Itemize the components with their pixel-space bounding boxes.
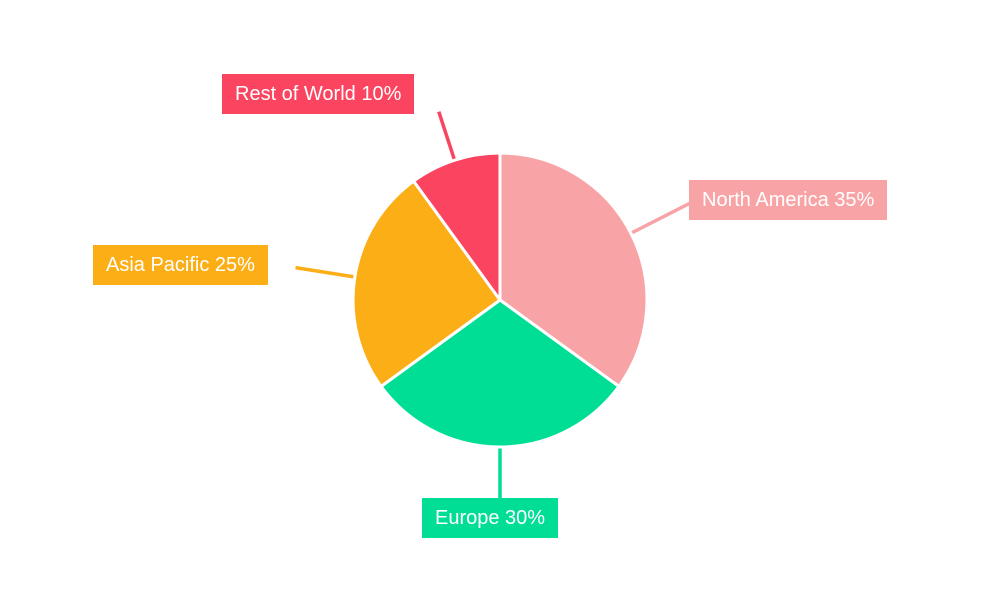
pie-slice-rest-of-world[interactable] <box>412 151 502 302</box>
pie-slice-asia-pacific[interactable] <box>351 179 502 388</box>
pie-slice-north-america[interactable] <box>498 151 649 388</box>
leader-line-asia-pacific <box>295 265 360 280</box>
pie-label-rest-of-world: Rest of World 10% <box>222 74 415 114</box>
pie-label-north-america: North America 35% <box>689 180 888 220</box>
leader-line-rest-of-world <box>437 111 458 165</box>
pie-label-asia-pacific: Asia Pacific 25% <box>93 245 268 285</box>
pie-label-europe: Europe 30% <box>422 498 559 538</box>
leader-line-north-america <box>626 201 692 237</box>
pie-slice-europe[interactable] <box>379 298 621 449</box>
